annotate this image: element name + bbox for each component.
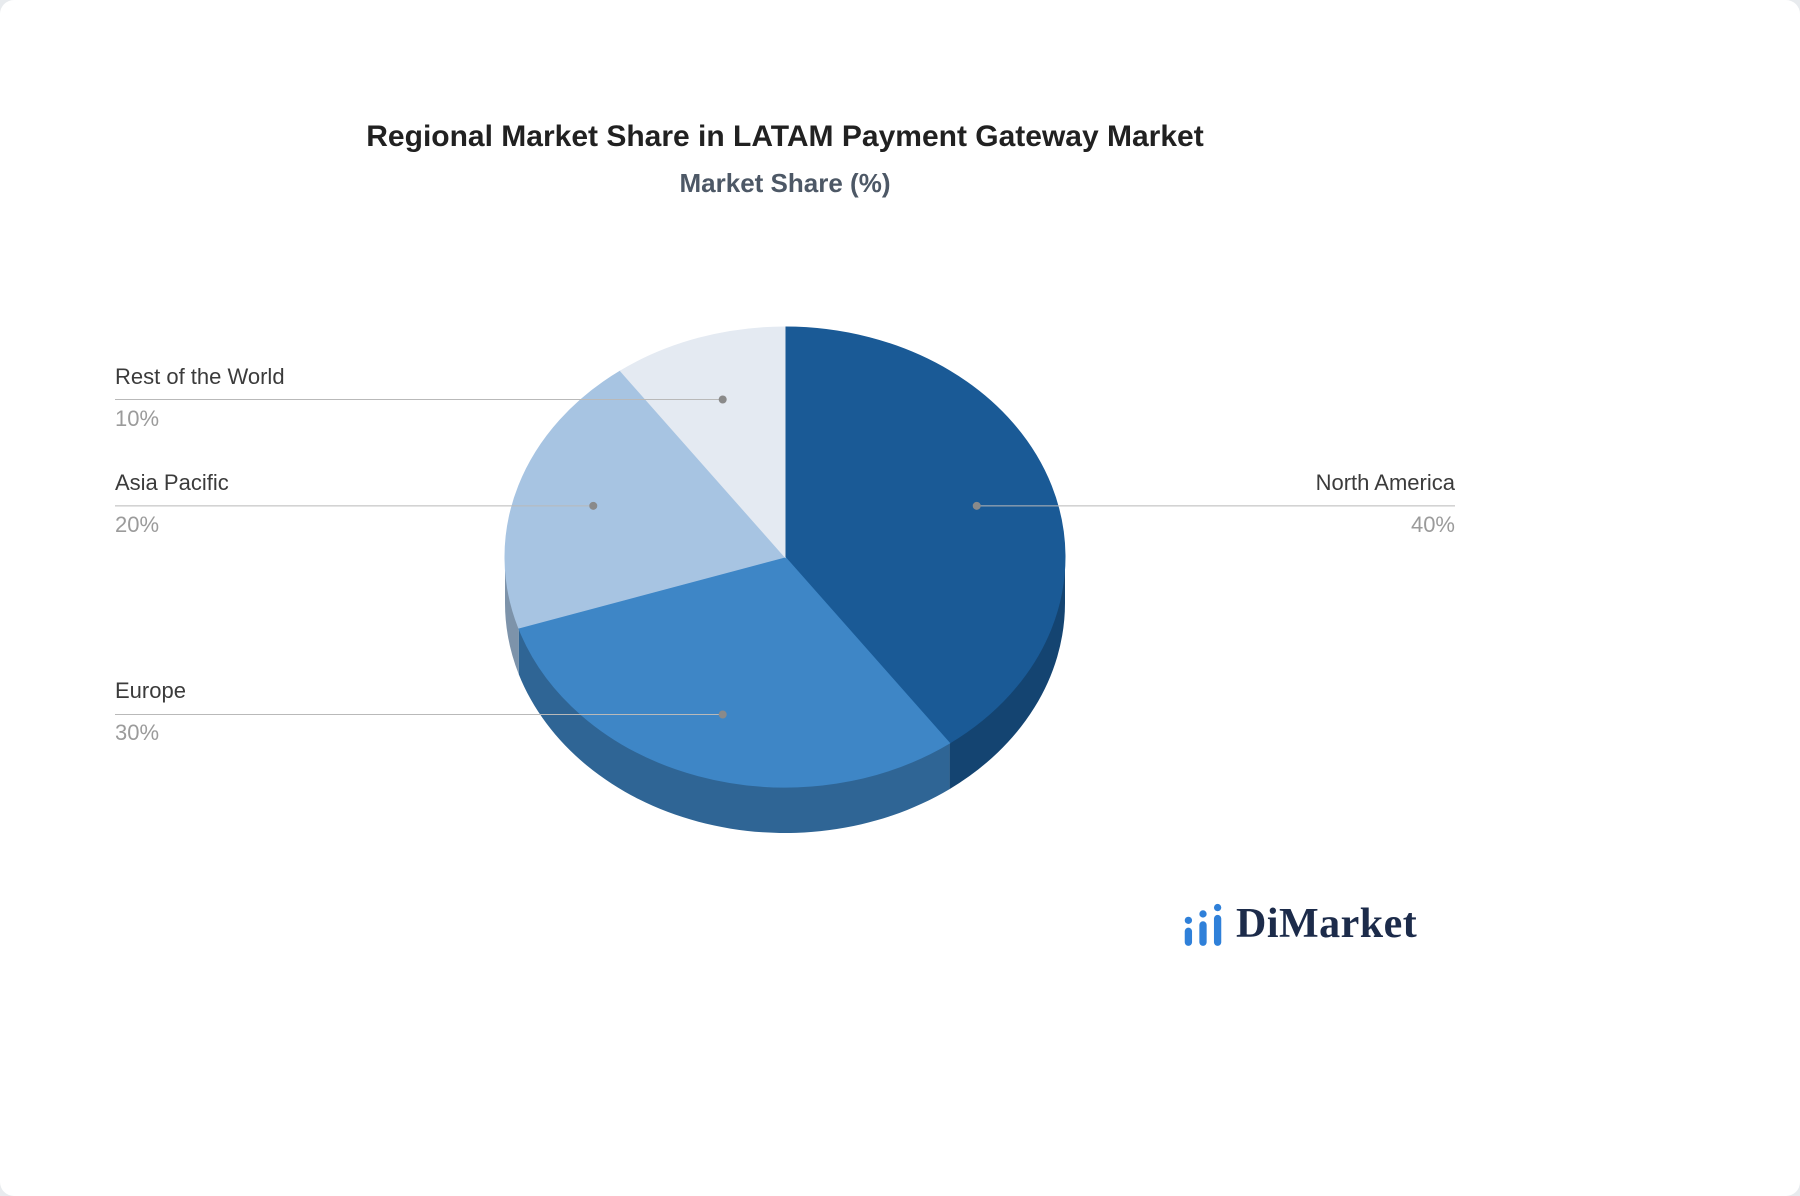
pie-slice-side-asia-pacific	[504, 557, 519, 675]
pie-slice-rest-of-the-world[interactable]	[619, 326, 786, 559]
dimarket-logo-icon	[1184, 903, 1222, 946]
brand-logo: DiMarket	[1182, 900, 1417, 948]
chart-subtitle: Market Share (%)	[679, 168, 891, 198]
pie-slice-europe[interactable]	[518, 556, 951, 788]
slice-label-north-america: North America 40%	[1316, 468, 1455, 540]
slice-label-value: 10%	[115, 405, 160, 431]
slice-label-asia-pacific: Asia Pacific 20%	[115, 468, 229, 540]
slice-label-name: North America	[1315, 469, 1455, 495]
leader-dot-rest-of-the-world	[718, 395, 727, 404]
slice-label-value: 20%	[115, 511, 160, 537]
slice-label-name: Asia Pacific	[115, 469, 229, 495]
slice-label-name: Europe	[115, 678, 186, 704]
brand-logo-text: DiMarket	[1236, 901, 1418, 947]
slice-label-value: 40%	[1410, 511, 1455, 537]
slice-label-name: Rest of the World	[115, 363, 285, 389]
slice-label-rest-of-the-world: Rest of the World 10%	[115, 362, 285, 434]
pie-slice-asia-pacific[interactable]	[504, 370, 786, 629]
leader-dot-north-america	[972, 501, 981, 510]
pie-slice-side-europe	[518, 628, 950, 833]
leader-dot-europe	[718, 710, 727, 719]
pie-slice-north-america[interactable]	[784, 326, 1066, 744]
leader-dot-asia-pacific	[589, 501, 598, 510]
chart-title: Regional Market Share in LATAM Payment G…	[366, 120, 1204, 153]
slice-label-value: 30%	[115, 720, 160, 746]
slice-label-europe: Europe 30%	[115, 676, 186, 748]
pie-slice-side-north-america	[949, 557, 1065, 790]
